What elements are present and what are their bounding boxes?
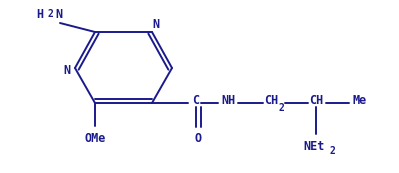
Text: C: C <box>192 93 200 107</box>
Text: OMe: OMe <box>84 133 106 145</box>
Text: H: H <box>36 7 43 20</box>
Text: O: O <box>194 133 201 145</box>
Text: N: N <box>63 63 71 76</box>
Text: CH: CH <box>309 93 323 107</box>
Text: NEt: NEt <box>303 139 325 153</box>
Text: 2: 2 <box>278 103 284 113</box>
Text: 2: 2 <box>47 9 53 19</box>
Text: NH: NH <box>221 93 235 107</box>
Text: 2: 2 <box>329 146 335 156</box>
Text: CH: CH <box>264 93 278 107</box>
Text: N: N <box>55 7 63 20</box>
Text: N: N <box>152 19 160 31</box>
Text: Me: Me <box>353 93 367 107</box>
